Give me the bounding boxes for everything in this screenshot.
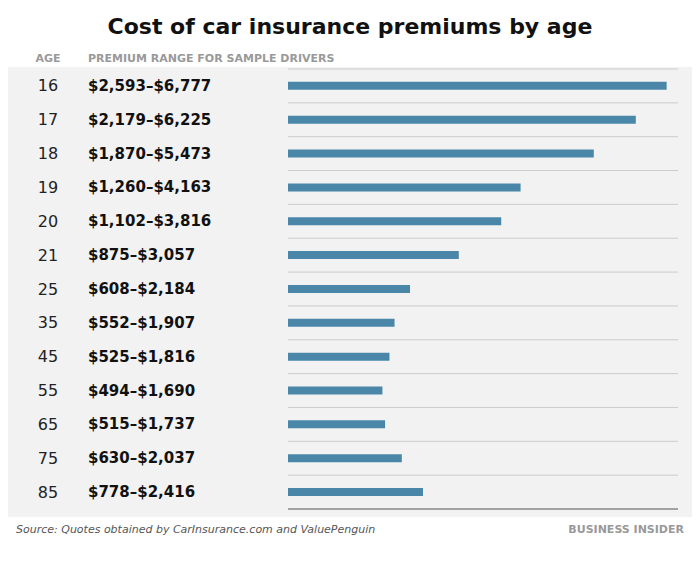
svg-text:$778–$2,416: $778–$2,416 (88, 483, 195, 501)
svg-text:17: 17 (38, 110, 58, 129)
html-text:Cost of car insurance premiums: Cost of car insurance premiums by age (107, 14, 593, 39)
svg-text:20: 20 (38, 212, 58, 231)
svg-text:85: 85 (38, 483, 58, 502)
svg-text:16: 16 (38, 76, 58, 95)
svg-text:$630–$2,037: $630–$2,037 (88, 449, 195, 467)
svg-text:$525–$1,816: $525–$1,816 (88, 348, 195, 366)
html-text:PREMIUM RANGE FOR SAMPLE DRIVE: PREMIUM RANGE FOR SAMPLE DRIVERS (88, 52, 335, 65)
svg-text:$2,179–$6,225: $2,179–$6,225 (88, 111, 211, 129)
html-text:BUSINESS INSIDER: BUSINESS INSIDER (568, 523, 684, 536)
svg-text:$515–$1,737: $515–$1,737 (88, 415, 195, 433)
svg-text:65: 65 (38, 415, 58, 434)
html-text:AGE: AGE (35, 52, 61, 65)
svg-text:45: 45 (38, 347, 58, 366)
svg-text:$875–$3,057: $875–$3,057 (88, 246, 195, 264)
svg-text:21: 21 (38, 246, 58, 265)
svg-text:35: 35 (38, 313, 58, 332)
svg-text:19: 19 (38, 178, 58, 197)
svg-text:$1,870–$5,473: $1,870–$5,473 (88, 145, 211, 163)
svg-text:25: 25 (38, 280, 58, 299)
svg-text:$2,593–$6,777: $2,593–$6,777 (88, 77, 211, 95)
svg-text:$494–$1,690: $494–$1,690 (88, 382, 195, 400)
svg-text:$1,102–$3,816: $1,102–$3,816 (88, 212, 211, 230)
svg-text:$552–$1,907: $552–$1,907 (88, 314, 195, 332)
svg-text:18: 18 (38, 144, 58, 163)
svg-text:75: 75 (38, 449, 58, 468)
svg-text:$608–$2,184: $608–$2,184 (88, 280, 195, 298)
svg-text:55: 55 (38, 381, 58, 400)
html-text:Source: Quotes obtained by Car: Source: Quotes obtained by CarInsurance.… (16, 523, 376, 536)
svg-text:$1,260–$4,163: $1,260–$4,163 (88, 178, 211, 196)
